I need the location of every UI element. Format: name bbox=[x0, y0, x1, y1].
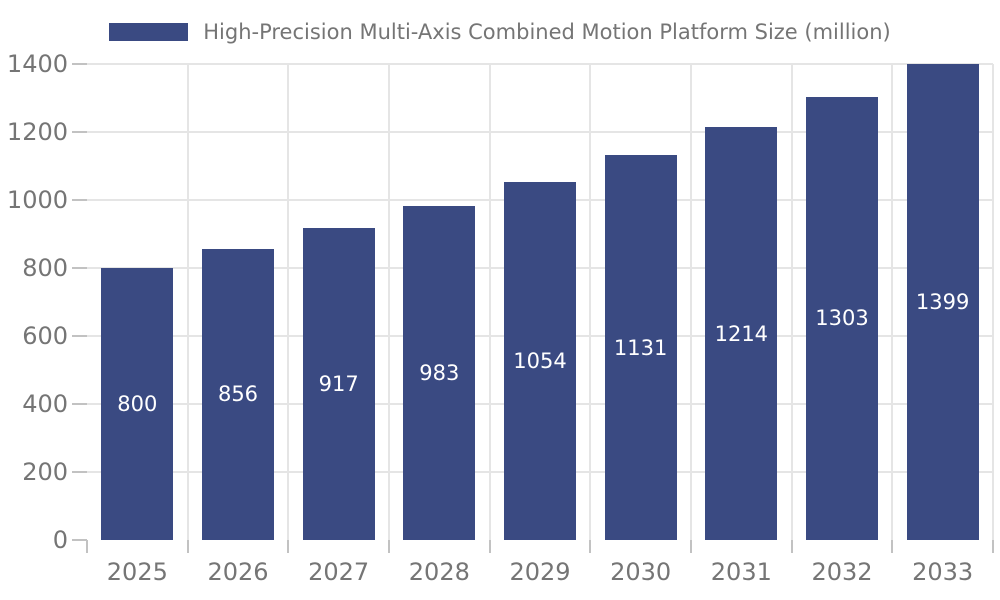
bar-2030: 1131 bbox=[604, 155, 677, 540]
plot-area: 800 856 917 983 1054 1131 1214 1303 1399 bbox=[87, 63, 994, 540]
y-tick-label: 400 bbox=[22, 390, 68, 418]
y-tick-label: 200 bbox=[22, 458, 68, 486]
bar-value-label: 1214 bbox=[714, 321, 769, 346]
x-axis-tick bbox=[186, 540, 189, 553]
y-tick-label: 1400 bbox=[6, 50, 68, 78]
bar-2026: 856 bbox=[202, 248, 274, 540]
y-axis-tick bbox=[72, 131, 87, 133]
bar-2033: 1399 bbox=[906, 64, 979, 540]
x-axis-tick bbox=[488, 540, 491, 553]
bar-value-label: 856 bbox=[217, 382, 259, 407]
x-tick-label: 2030 bbox=[610, 558, 672, 586]
y-axis-tick bbox=[72, 403, 87, 405]
y-axis-tick bbox=[72, 539, 87, 541]
x-axis-tick bbox=[690, 540, 692, 553]
y-axis-tick bbox=[72, 471, 87, 473]
h-gridline bbox=[87, 131, 993, 133]
y-axis-tick bbox=[72, 335, 87, 337]
bar-2032: 1303 bbox=[806, 96, 878, 540]
bar-2028: 983 bbox=[403, 205, 476, 540]
v-gridline bbox=[287, 64, 290, 540]
legend-swatch bbox=[109, 23, 189, 41]
v-gridline bbox=[488, 64, 491, 540]
y-tick-label: 1200 bbox=[6, 118, 68, 146]
x-axis-tick bbox=[992, 540, 994, 553]
y-axis-tick bbox=[72, 199, 87, 201]
bar-2031: 1214 bbox=[705, 127, 778, 540]
bar-value-label: 1399 bbox=[915, 290, 970, 315]
bar-value-label: 1054 bbox=[513, 348, 567, 373]
x-axis-tick bbox=[589, 540, 592, 553]
x-axis-tick bbox=[891, 540, 894, 553]
bar-value-label: 917 bbox=[318, 372, 359, 397]
h-gridline bbox=[87, 63, 993, 65]
bar-2027: 917 bbox=[302, 228, 375, 540]
v-gridline bbox=[690, 64, 692, 540]
bar-2029: 1054 bbox=[504, 181, 576, 540]
bar-value-label: 800 bbox=[117, 392, 158, 416]
bar-2025: 800 bbox=[101, 268, 174, 540]
x-tick-label: 2028 bbox=[408, 558, 470, 586]
bar-value-label: 1303 bbox=[815, 306, 869, 331]
x-tick-label: 2029 bbox=[509, 558, 571, 586]
x-tick-label: 2027 bbox=[308, 558, 370, 586]
bar-value-label: 983 bbox=[419, 360, 460, 385]
x-axis-tick bbox=[388, 540, 390, 553]
y-tick-label: 600 bbox=[22, 322, 68, 350]
legend-label: High-Precision Multi-Axis Combined Motio… bbox=[203, 20, 891, 44]
x-tick-label: 2031 bbox=[710, 558, 772, 586]
y-tick-label: 1000 bbox=[6, 186, 68, 214]
y-axis-tick bbox=[72, 63, 87, 65]
x-tick-label: 2032 bbox=[811, 558, 873, 586]
y-tick-label: 0 bbox=[52, 526, 68, 554]
x-tick-label: 2033 bbox=[912, 558, 974, 586]
v-gridline bbox=[992, 64, 994, 540]
v-gridline bbox=[186, 64, 189, 540]
y-tick-label: 800 bbox=[22, 254, 68, 282]
x-tick-label: 2026 bbox=[207, 558, 269, 586]
v-gridline bbox=[790, 64, 793, 540]
v-gridline bbox=[388, 64, 390, 540]
y-axis-tick bbox=[72, 267, 87, 269]
x-axis-tick bbox=[287, 540, 290, 553]
x-axis-tick bbox=[86, 540, 88, 553]
v-gridline bbox=[891, 64, 894, 540]
x-axis-tick bbox=[790, 540, 793, 553]
bar-value-label: 1131 bbox=[613, 335, 668, 360]
v-gridline bbox=[589, 64, 592, 540]
x-tick-label: 2025 bbox=[106, 558, 168, 586]
legend: High-Precision Multi-Axis Combined Motio… bbox=[0, 17, 1000, 47]
